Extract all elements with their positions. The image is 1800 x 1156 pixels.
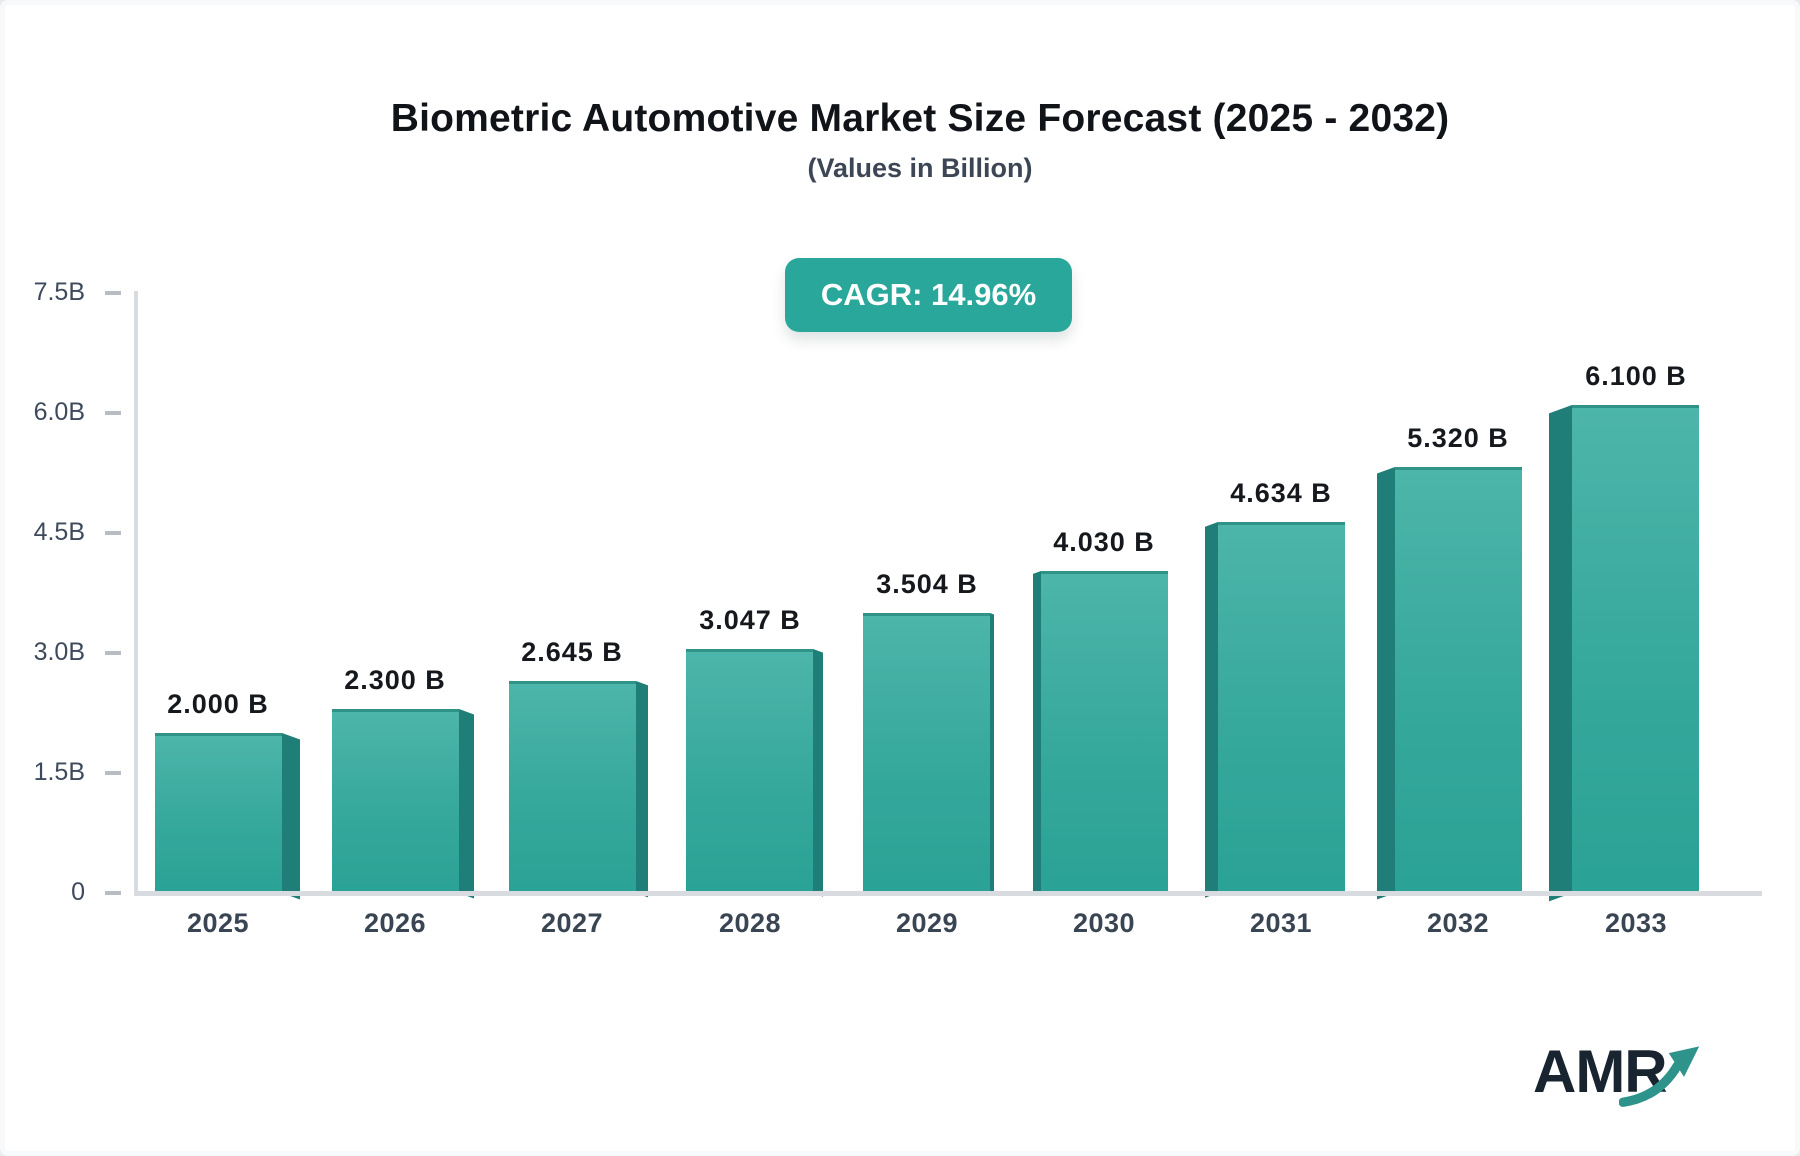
- bar-front-face: [155, 733, 282, 893]
- bar-value-label: 4.634 B: [1230, 478, 1332, 508]
- bar-value-label: 2.000 B: [167, 689, 269, 719]
- x-axis-label-2030: 2030: [1072, 908, 1136, 938]
- bar-front-face: [1041, 571, 1168, 893]
- bar-2026[interactable]: [332, 709, 474, 899]
- bar-value-label: 3.047 B: [699, 605, 801, 635]
- bar-side-face: [282, 733, 300, 900]
- y-axis-tick-label: 3.0B: [33, 638, 85, 666]
- bar-side-face: [1205, 522, 1218, 898]
- bar-front-face: [332, 709, 459, 893]
- bar-front-face: [863, 613, 990, 893]
- x-axis-label-2028: 2028: [718, 908, 782, 938]
- y-axis-tick-label: 0: [71, 878, 85, 906]
- growth-arrow-icon: [1619, 1046, 1700, 1107]
- bar-front-face: [1572, 405, 1699, 893]
- bar-front-face: [509, 681, 636, 893]
- bar-front-face: [1218, 522, 1345, 893]
- y-axis-tick-label: 1.5B: [33, 758, 85, 786]
- x-axis-label-2029: 2029: [895, 908, 959, 938]
- bar-value-label: 4.030 B: [1053, 527, 1155, 557]
- y-axis-tick: [105, 651, 121, 655]
- bar-front-face: [686, 649, 813, 893]
- bar-side-face: [1549, 405, 1572, 902]
- bar-front-face: [1395, 467, 1522, 893]
- y-axis-tick-label: 7.5B: [33, 278, 85, 306]
- bar-value-label: 5.320 B: [1407, 423, 1509, 453]
- bar-2031[interactable]: [1205, 522, 1345, 898]
- bar-2030[interactable]: [1033, 571, 1168, 896]
- bar-2027[interactable]: [509, 681, 648, 898]
- y-axis-tick: [105, 891, 121, 895]
- bar-value-label: 2.300 B: [344, 665, 446, 695]
- bar-side-face: [459, 709, 474, 899]
- bar-value-label: 6.100 B: [1585, 361, 1687, 391]
- x-axis-label-2032: 2032: [1426, 908, 1490, 938]
- x-axis-line: [134, 891, 1762, 896]
- bar-side-face: [813, 649, 823, 897]
- y-axis-tick: [105, 771, 121, 775]
- y-axis-tick-label: 4.5B: [33, 518, 85, 546]
- chart-title: Biometric Automotive Market Size Forecas…: [390, 97, 1450, 140]
- chart-subtitle: (Values in Billion): [807, 153, 1033, 183]
- bar-value-label: 2.645 B: [521, 637, 623, 667]
- bar-side-face: [1377, 467, 1395, 900]
- bar-2025[interactable]: [155, 733, 300, 900]
- brand-logo: AMR: [1533, 1031, 1723, 1126]
- y-axis-tick-label: 6.0B: [33, 398, 85, 426]
- y-axis-tick: [105, 411, 121, 415]
- x-axis-label-2033: 2033: [1604, 908, 1668, 938]
- bar-side-face: [636, 681, 648, 898]
- y-axis-line: [134, 291, 138, 895]
- y-axis-tick: [105, 531, 121, 535]
- bar-2028[interactable]: [686, 649, 823, 897]
- bar-2033[interactable]: [1549, 405, 1699, 902]
- bar-side-face: [990, 613, 994, 895]
- bar-2029[interactable]: [863, 613, 994, 895]
- bar-side-face: [1033, 571, 1041, 896]
- bar-2032[interactable]: [1377, 467, 1522, 900]
- x-axis-label-2026: 2026: [363, 908, 427, 938]
- cagr-badge: CAGR: 14.96%: [785, 258, 1072, 332]
- bar-value-label: 3.504 B: [876, 569, 978, 599]
- x-axis-label-2025: 2025: [186, 908, 250, 938]
- x-axis-label-2027: 2027: [540, 908, 604, 938]
- x-axis-label-2031: 2031: [1249, 908, 1313, 938]
- y-axis-tick: [105, 291, 121, 295]
